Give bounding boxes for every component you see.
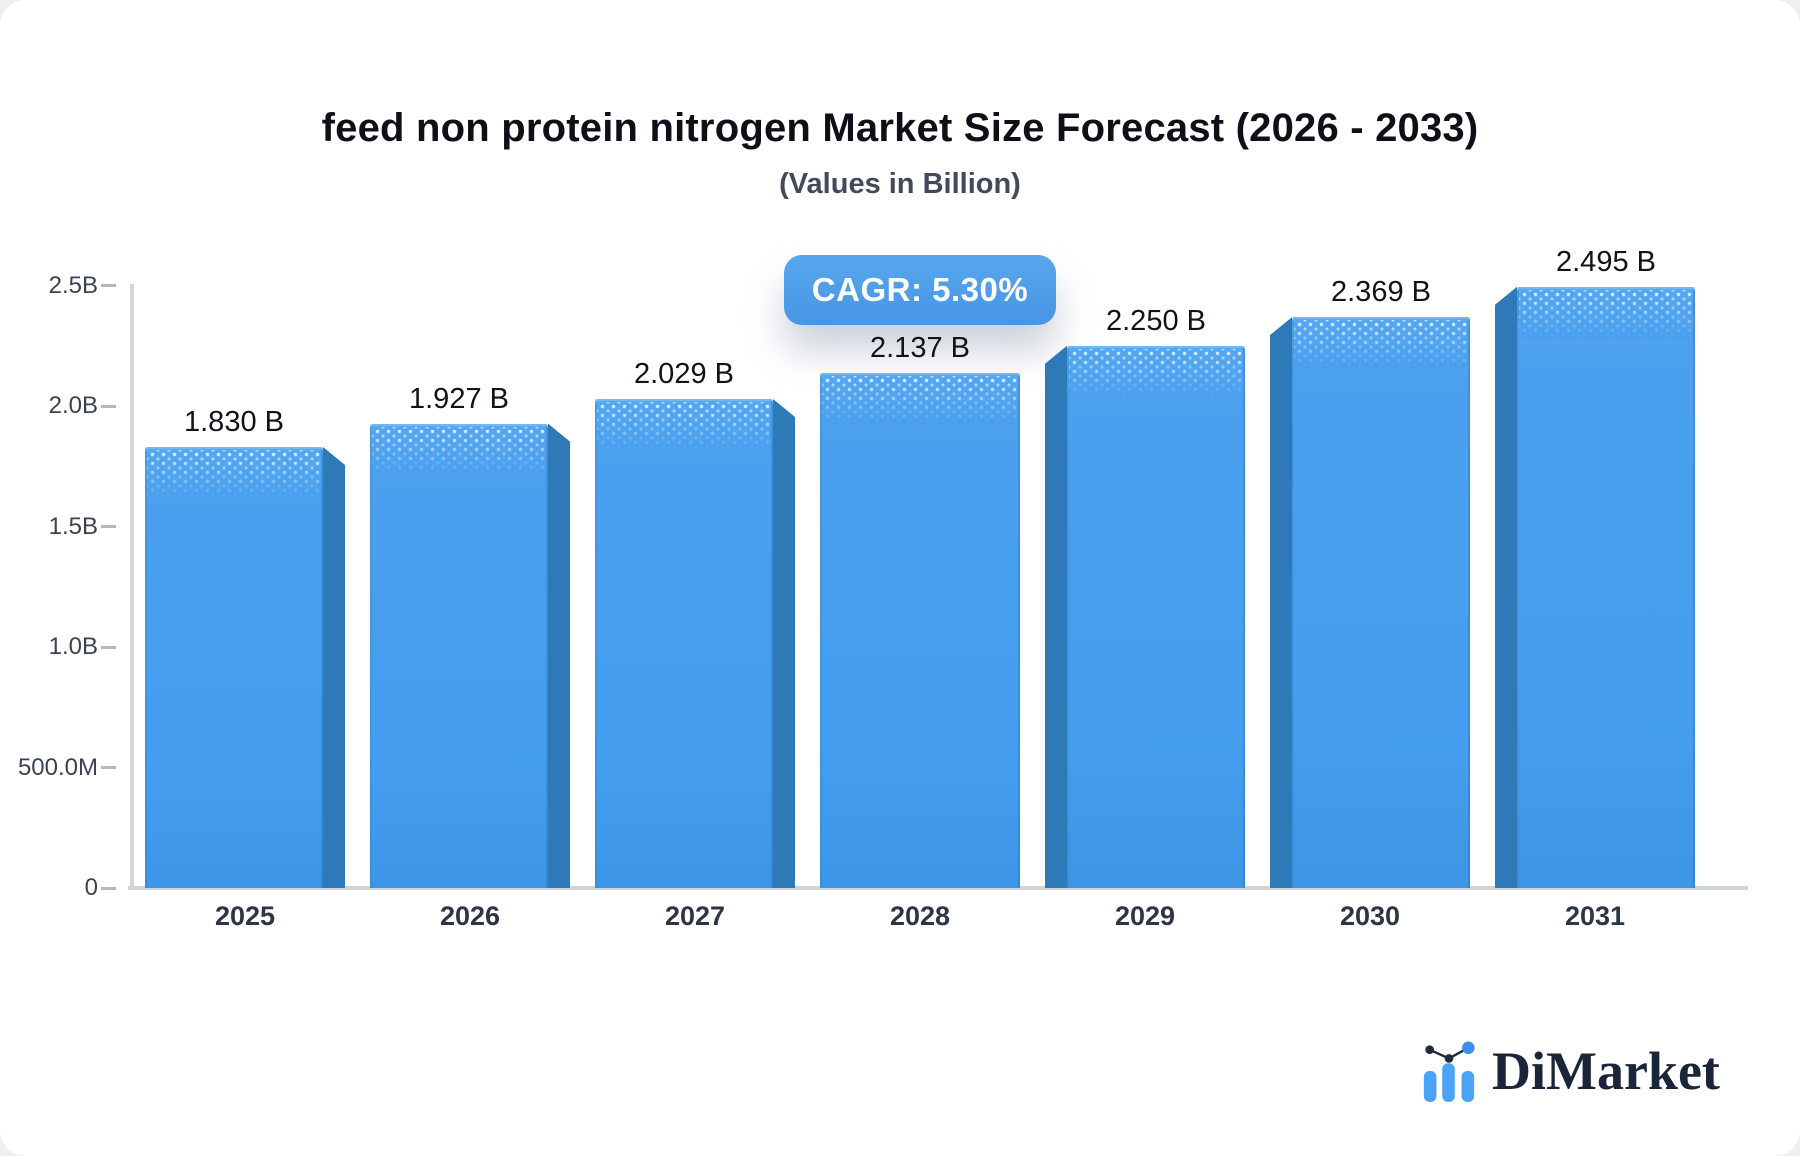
bar-front-face	[370, 423, 548, 888]
y-axis-label: 500.0M	[17, 753, 98, 781]
x-axis-label-2025: 2025	[214, 901, 276, 931]
y-axis-label: 0	[84, 874, 98, 901]
bar-front-face	[1067, 345, 1245, 888]
chart-title: feed non protein nitrogen Market Size Fo…	[321, 106, 1479, 150]
y-axis-tick	[101, 645, 116, 649]
x-axis-label-2031: 2031	[1564, 901, 1626, 931]
bar-side-face	[773, 399, 795, 888]
dimarket-logo-icon	[1423, 1041, 1475, 1102]
bar-side-face	[1045, 345, 1067, 888]
bar-side-face	[548, 423, 570, 888]
bar-2031	[1495, 286, 1695, 888]
bar-texture-dots	[1519, 289, 1693, 338]
y-axis-label: 1.0B	[48, 633, 98, 660]
bar-value-label: 2.137 B	[870, 331, 970, 364]
bar-value-label: 1.830 B	[184, 405, 284, 438]
y-axis-tick	[101, 284, 116, 287]
bar-2029	[1045, 345, 1245, 888]
bar-front-face	[820, 372, 1020, 888]
bar-texture-dots	[147, 449, 321, 498]
bar-front-face	[145, 446, 323, 888]
x-axis-label-2027: 2027	[664, 901, 726, 931]
dimarket-logo[interactable]: DiMarket	[1420, 1036, 1720, 1106]
y-axis-line	[130, 284, 134, 888]
bar-side-face	[1495, 286, 1517, 888]
dimarket-logo-text: DiMarket	[1492, 1041, 1720, 1101]
bar-side-face	[323, 446, 345, 888]
x-axis-label-2029: 2029	[1114, 901, 1176, 931]
bar-texture-dots	[1294, 320, 1468, 369]
bar-texture-dots	[372, 426, 546, 475]
y-axis-tick	[101, 886, 116, 890]
bar-value-label: 2.369 B	[1331, 276, 1431, 309]
bar-value-label: 2.029 B	[634, 358, 734, 391]
x-axis-label-2030: 2030	[1339, 901, 1401, 931]
bar-value-label: 2.250 B	[1106, 304, 1206, 337]
bar-2026	[370, 423, 570, 888]
bar-texture-dots	[1069, 348, 1243, 397]
cagr-badge: CAGR: 5.30%	[784, 255, 1056, 325]
x-axis-label-2026: 2026	[439, 901, 501, 931]
bar-texture-dots	[597, 402, 771, 451]
y-axis-tick	[101, 404, 116, 408]
y-axis-tick	[101, 766, 116, 769]
cagr-badge-label: CAGR: 5.30%	[811, 271, 1029, 308]
y-axis-label: 2.0B	[48, 392, 98, 419]
y-axis-tick	[101, 525, 116, 528]
x-axis-baseline	[128, 886, 1748, 890]
chart-subtitle: (Values in Billion)	[779, 168, 1021, 200]
bar-value-label: 1.927 B	[409, 382, 509, 415]
bar-value-label: 2.495 B	[1556, 245, 1656, 278]
bar-front-face	[1517, 286, 1695, 888]
bar-side-face	[1270, 317, 1292, 888]
bar-front-face	[1292, 317, 1470, 888]
bar-2030	[1270, 317, 1470, 888]
bar-texture-dots	[822, 375, 1018, 424]
bar-2025	[145, 446, 345, 888]
bar-2028	[820, 372, 1020, 888]
bar-2027	[595, 399, 795, 888]
bar-front-face	[595, 399, 773, 888]
x-axis-label-2028: 2028	[889, 901, 951, 931]
y-axis-label: 1.5B	[48, 512, 98, 540]
y-axis-label: 2.5B	[48, 271, 98, 299]
